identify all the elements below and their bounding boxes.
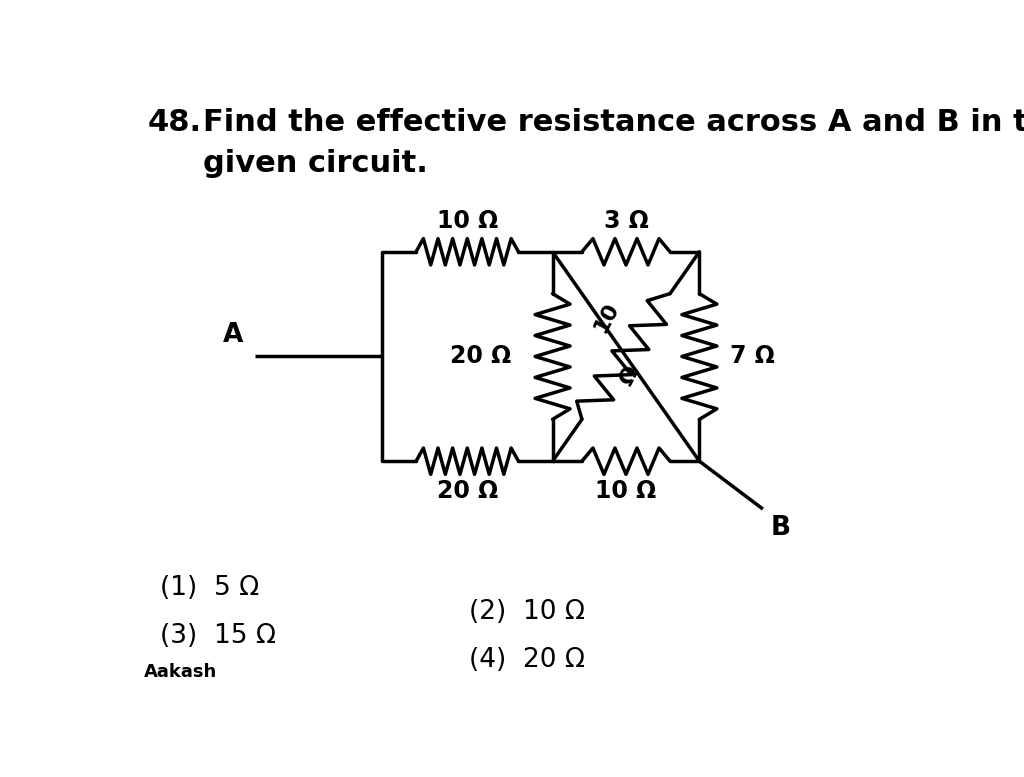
Text: (4)  20 Ω: (4) 20 Ω <box>469 646 586 673</box>
Text: A: A <box>222 322 243 347</box>
Text: Aakash: Aakash <box>143 663 217 681</box>
Text: (1)  5 Ω: (1) 5 Ω <box>160 575 259 601</box>
Text: (3)  15 Ω: (3) 15 Ω <box>160 622 275 649</box>
Text: (2)  10 Ω: (2) 10 Ω <box>469 599 586 625</box>
Text: 10 Ω: 10 Ω <box>595 479 656 503</box>
Text: B: B <box>771 515 791 541</box>
Text: 10: 10 <box>590 298 623 336</box>
Text: Find the effective resistance across A and B in the
given circuit.: Find the effective resistance across A a… <box>204 108 1024 178</box>
Text: 7 Ω: 7 Ω <box>729 344 774 368</box>
Text: 10 Ω: 10 Ω <box>436 209 498 232</box>
Text: 20 Ω: 20 Ω <box>451 344 511 368</box>
Text: 20 Ω: 20 Ω <box>436 479 498 503</box>
Text: 48.: 48. <box>147 108 202 138</box>
Text: 3 Ω: 3 Ω <box>603 209 648 232</box>
Text: Ω: Ω <box>616 362 643 388</box>
